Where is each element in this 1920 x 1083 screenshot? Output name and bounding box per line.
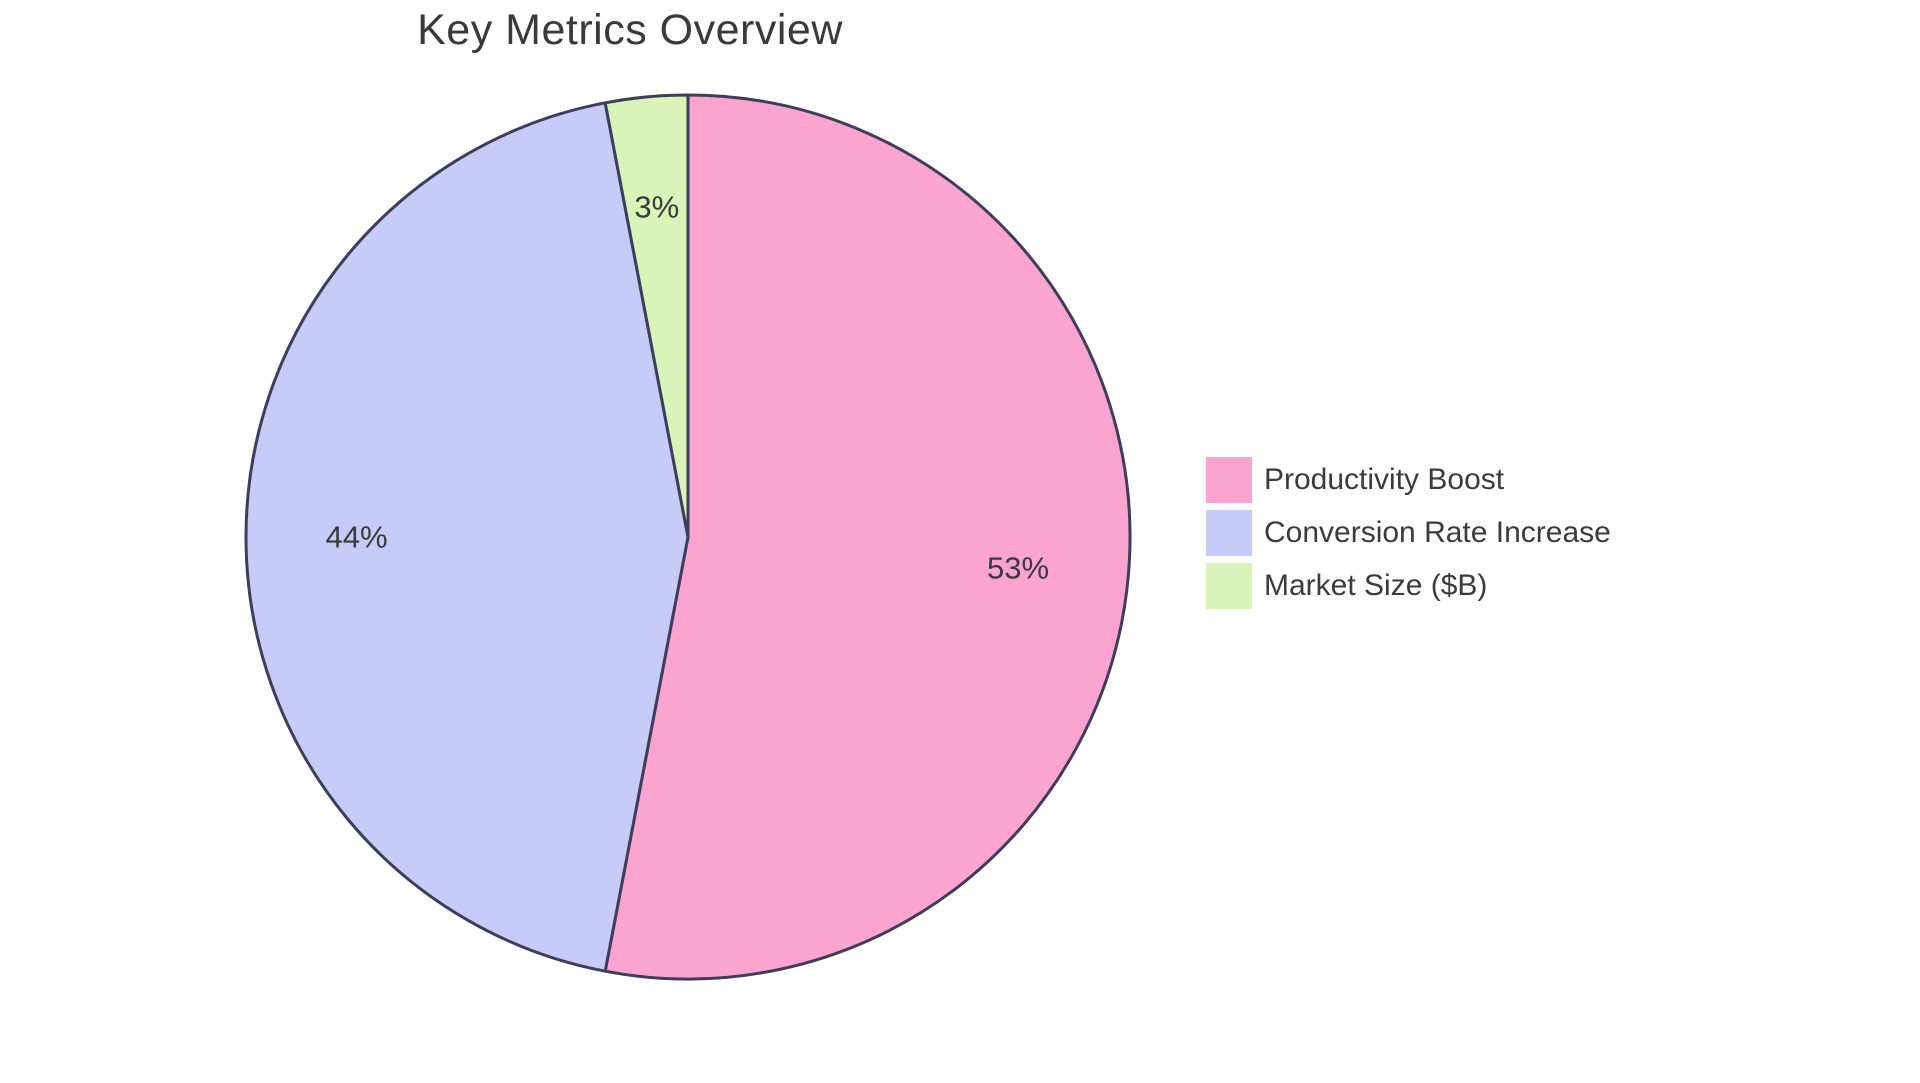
pie-slice-label-conversion-rate-increase: 44% [325, 520, 387, 555]
legend-item-conversion-rate-increase: Conversion Rate Increase [1206, 510, 1611, 556]
legend-item-productivity-boost: Productivity Boost [1206, 457, 1611, 503]
legend-swatch-market-size [1206, 563, 1252, 609]
chart-title: Key Metrics Overview [417, 6, 843, 54]
pie-slice-conversion-rate-increase [244, 101, 690, 973]
legend-item-market-size: Market Size ($B) [1206, 563, 1611, 609]
pie-slice-market-size-b [603, 93, 690, 539]
legend-label-productivity-boost: Productivity Boost [1264, 463, 1505, 496]
legend-swatch-conversion-rate-increase [1206, 510, 1252, 556]
legend-label-conversion-rate-increase: Conversion Rate Increase [1264, 516, 1611, 549]
legend-label-market-size: Market Size ($B) [1264, 569, 1488, 602]
pie-slice-label-market-size-b: 3% [634, 189, 679, 224]
legend-swatch-productivity-boost [1206, 457, 1252, 503]
pie-slice-label-productivity-boost: 53% [987, 551, 1049, 586]
legend: Productivity Boost Conversion Rate Incre… [1206, 457, 1611, 609]
pie-slice-productivity-boost [603, 93, 1132, 981]
